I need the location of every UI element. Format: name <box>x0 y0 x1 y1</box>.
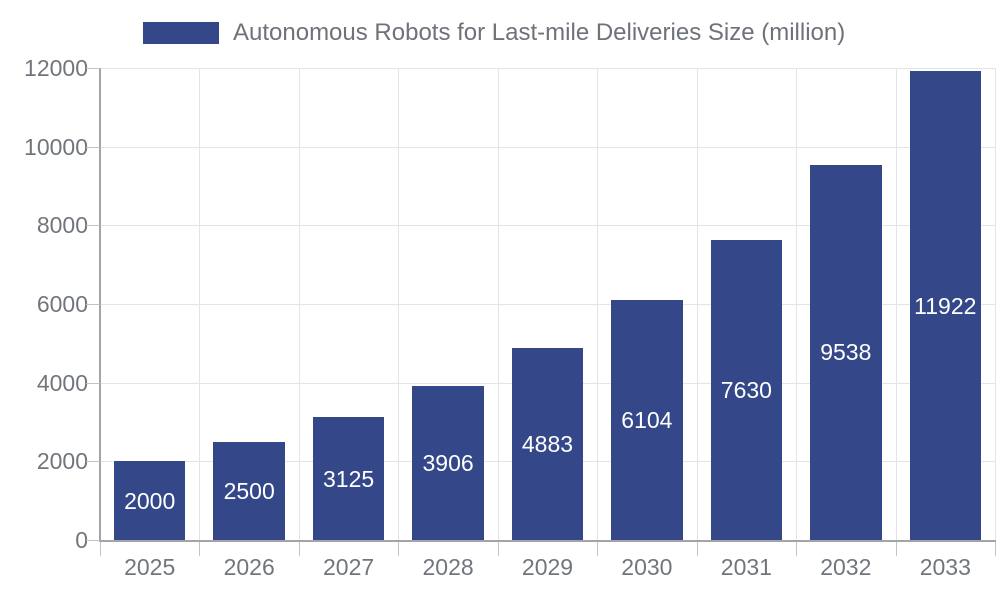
bar-value-label: 2000 <box>124 487 176 514</box>
x-axis-line <box>99 540 996 542</box>
bar-value-label: 3906 <box>422 450 474 477</box>
gridline-horizontal <box>100 68 995 69</box>
bar-2025 <box>113 461 186 540</box>
x-tick-mark <box>100 542 101 556</box>
bar-value-label: 2500 <box>223 477 275 504</box>
bar-2027 <box>312 417 385 540</box>
legend-swatch <box>143 22 219 44</box>
gridline-horizontal <box>100 146 995 148</box>
x-tick-mark <box>697 542 698 556</box>
gridline-vertical <box>199 68 200 540</box>
x-tick-mark <box>498 542 499 556</box>
x-tick-mark <box>398 542 399 556</box>
gridline-vertical <box>498 68 499 540</box>
bar-value-label: 7630 <box>720 376 772 403</box>
gridline-vertical <box>896 68 897 540</box>
gridline-horizontal <box>100 304 995 305</box>
x-tick-mark <box>597 542 598 556</box>
gridline-vertical <box>796 68 797 540</box>
x-tick-mark <box>995 542 996 556</box>
bar-2028 <box>412 386 484 540</box>
bar-value-label: 11922 <box>914 292 977 319</box>
x-tick-label: 2028 <box>422 554 474 580</box>
bar-2030 <box>611 299 683 540</box>
legend-item[interactable]: Autonomous Robots for Last-mile Deliveri… <box>143 19 845 47</box>
x-tick-label: 2025 <box>124 554 176 580</box>
x-tick-mark <box>199 542 200 556</box>
bar-value-label: 4883 <box>521 431 574 457</box>
y-tick-mark <box>86 461 100 463</box>
gridline-vertical <box>995 68 996 540</box>
bar-value-label: 3125 <box>323 465 375 492</box>
y-tick-label: 12000 <box>24 55 88 81</box>
x-tick-label: 2030 <box>621 554 673 580</box>
bar-2026 <box>213 441 285 540</box>
gridline-vertical <box>597 68 598 540</box>
y-tick-label: 10000 <box>24 133 88 160</box>
x-tick-label: 2029 <box>521 554 574 580</box>
x-tick-label: 2033 <box>919 554 971 580</box>
gridline-horizontal <box>100 225 995 227</box>
bar-value-label: 9538 <box>820 339 872 366</box>
y-tick-label: 6000 <box>36 291 88 317</box>
y-tick-mark <box>86 540 100 541</box>
y-tick-mark <box>86 225 100 227</box>
bar-2031 <box>710 239 783 540</box>
y-tick-mark <box>86 382 100 384</box>
x-tick-mark <box>796 542 797 556</box>
y-tick-label: 8000 <box>36 212 88 239</box>
x-tick-label: 2027 <box>323 554 375 580</box>
x-tick-label: 2031 <box>720 554 772 580</box>
x-tick-mark <box>896 542 897 556</box>
y-tick-mark <box>86 304 100 305</box>
gridline-vertical <box>398 68 399 540</box>
x-tick-mark <box>299 542 300 556</box>
gridline-vertical <box>697 68 698 540</box>
bar-value-label: 6104 <box>621 407 673 433</box>
y-tick-mark <box>86 146 100 148</box>
y-tick-mark <box>86 68 100 69</box>
bar-2029 <box>511 347 584 540</box>
y-tick-label: 0 <box>75 527 88 553</box>
x-tick-label: 2032 <box>820 554 872 580</box>
bar-2033 <box>909 71 982 540</box>
bar-2032 <box>810 164 882 540</box>
y-axis-line <box>99 68 101 541</box>
plot-area: 2000 2500 3125 3906 4883 6104 7630 9538 11922 <box>100 68 996 540</box>
y-tick-label: 2000 <box>36 448 88 475</box>
legend-label: Autonomous Robots for Last-mile Deliveri… <box>233 19 846 46</box>
x-tick-label: 2026 <box>223 554 275 580</box>
gridline-vertical <box>299 68 300 540</box>
y-tick-label: 4000 <box>36 369 88 396</box>
